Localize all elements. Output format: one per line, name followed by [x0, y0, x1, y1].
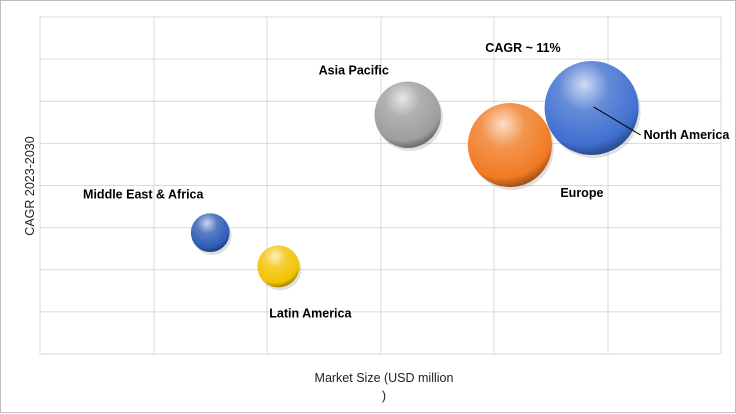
bubble-europe	[468, 103, 552, 187]
bubble-asia-pacific	[375, 81, 441, 147]
bubble-label: Latin America	[269, 306, 352, 320]
cagr-annotation: CAGR ~ 11%	[485, 41, 560, 55]
bubble-middle-east-africa	[191, 213, 230, 252]
bubble-latin-america	[257, 245, 299, 287]
bubbles	[191, 61, 641, 290]
x-axis-label: Market Size (USD million )	[289, 369, 479, 405]
bubble-label: Asia Pacific	[319, 64, 389, 78]
bubble-label: North America	[644, 128, 731, 142]
bubble-north-america	[545, 61, 639, 155]
bubble-label: Europe	[560, 186, 603, 200]
bubble-label: Middle East & Africa	[83, 188, 204, 202]
y-axis-label: CAGR 2023-2030	[23, 136, 37, 235]
